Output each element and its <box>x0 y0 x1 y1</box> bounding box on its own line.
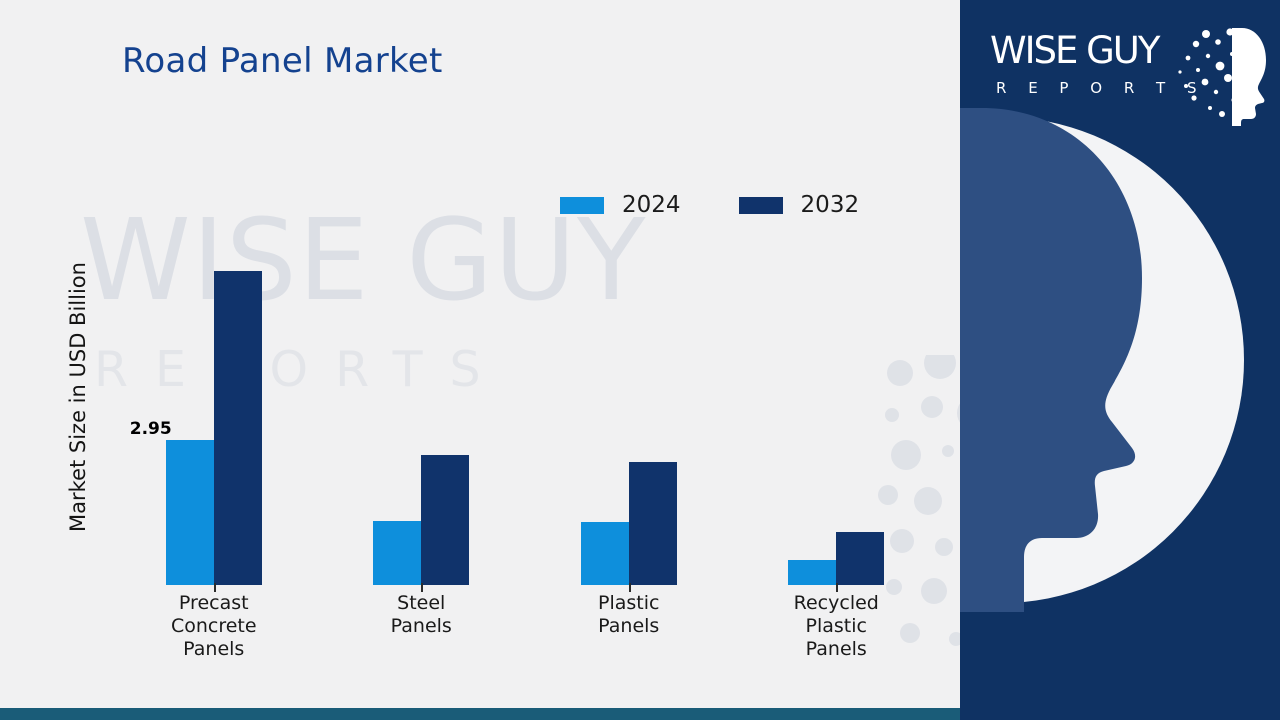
x-axis-label-2: Plastic Panels <box>539 592 719 638</box>
bar-2032-3[interactable] <box>836 531 885 585</box>
legend-item-2032[interactable]: 2032 <box>738 192 860 218</box>
bar-group <box>733 240 941 585</box>
x-axis-label-line: Steel <box>397 592 446 614</box>
legend-label-2032: 2032 <box>800 192 860 218</box>
bar-2032-0[interactable] <box>213 270 262 585</box>
legend-swatch-icon-2024 <box>560 196 604 214</box>
chart-legend: 2024 2032 <box>560 192 859 218</box>
bar-group <box>110 240 318 585</box>
brand-panel: WISE GUY R E P O R T S <box>960 0 1280 720</box>
x-axis-tick <box>836 583 839 592</box>
legend-swatch-icon-2032 <box>738 196 783 214</box>
x-axis-label-line: Plastic <box>805 615 867 637</box>
x-axis-label-line: Panels <box>183 638 245 660</box>
page-title: Road Panel Market <box>122 41 443 81</box>
x-axis-label-line: Precast <box>178 592 249 614</box>
x-axis-label-line: Recycled <box>793 592 879 614</box>
bar-pair <box>525 240 733 585</box>
bar-2024-0[interactable] <box>165 439 214 585</box>
x-axis-label-line: Plastic <box>598 592 660 614</box>
bar-pair <box>110 240 318 585</box>
y-axis-title: Market Size in USD Billion <box>66 262 90 532</box>
x-axis-label-0: Precast Concrete Panels <box>124 592 304 661</box>
bar-2032-2[interactable] <box>628 461 677 585</box>
brand-logo-wordmark: WISE GUY <box>990 29 1160 72</box>
bar-pair <box>733 240 941 585</box>
bar-group <box>318 240 526 585</box>
brand-logo-subtitle: R E P O R T S <box>996 79 1205 97</box>
brand-logo-dots-icon <box>1178 28 1266 126</box>
x-axis-label-line: Concrete <box>170 615 257 637</box>
x-axis-label-line: Panels <box>805 638 867 660</box>
bottom-accent-strip <box>0 708 960 720</box>
brand-logo: WISE GUY R E P O R T S <box>990 28 1266 126</box>
x-axis-tick <box>213 583 216 592</box>
bar-2024-3[interactable] <box>788 560 837 585</box>
bar-value-label: 2.95 <box>129 418 172 439</box>
x-axis-tick <box>628 583 631 592</box>
brand-head-silhouette-icon <box>960 108 1142 612</box>
x-axis-label-line: Panels <box>390 615 452 637</box>
bar-pair <box>318 240 526 585</box>
legend-item-2024[interactable]: 2024 <box>560 192 681 218</box>
bar-2032-1[interactable] <box>421 454 470 585</box>
x-axis-label-line: Panels <box>598 615 660 637</box>
x-axis-label-1: Steel Panels <box>331 592 511 638</box>
plot-area: 2.95 <box>110 240 940 585</box>
x-axis-tick <box>421 583 424 592</box>
bar-2024-2[interactable] <box>580 522 629 585</box>
chart-panel: WISE GUY REPORTS Road Panel Market <box>0 41 960 720</box>
bar-2024-1[interactable] <box>373 521 422 585</box>
legend-label-2024: 2024 <box>622 192 681 218</box>
x-axis-label-3: Recycled Plastic Panels <box>746 592 926 661</box>
bar-group <box>525 240 733 585</box>
x-axis <box>110 583 940 592</box>
